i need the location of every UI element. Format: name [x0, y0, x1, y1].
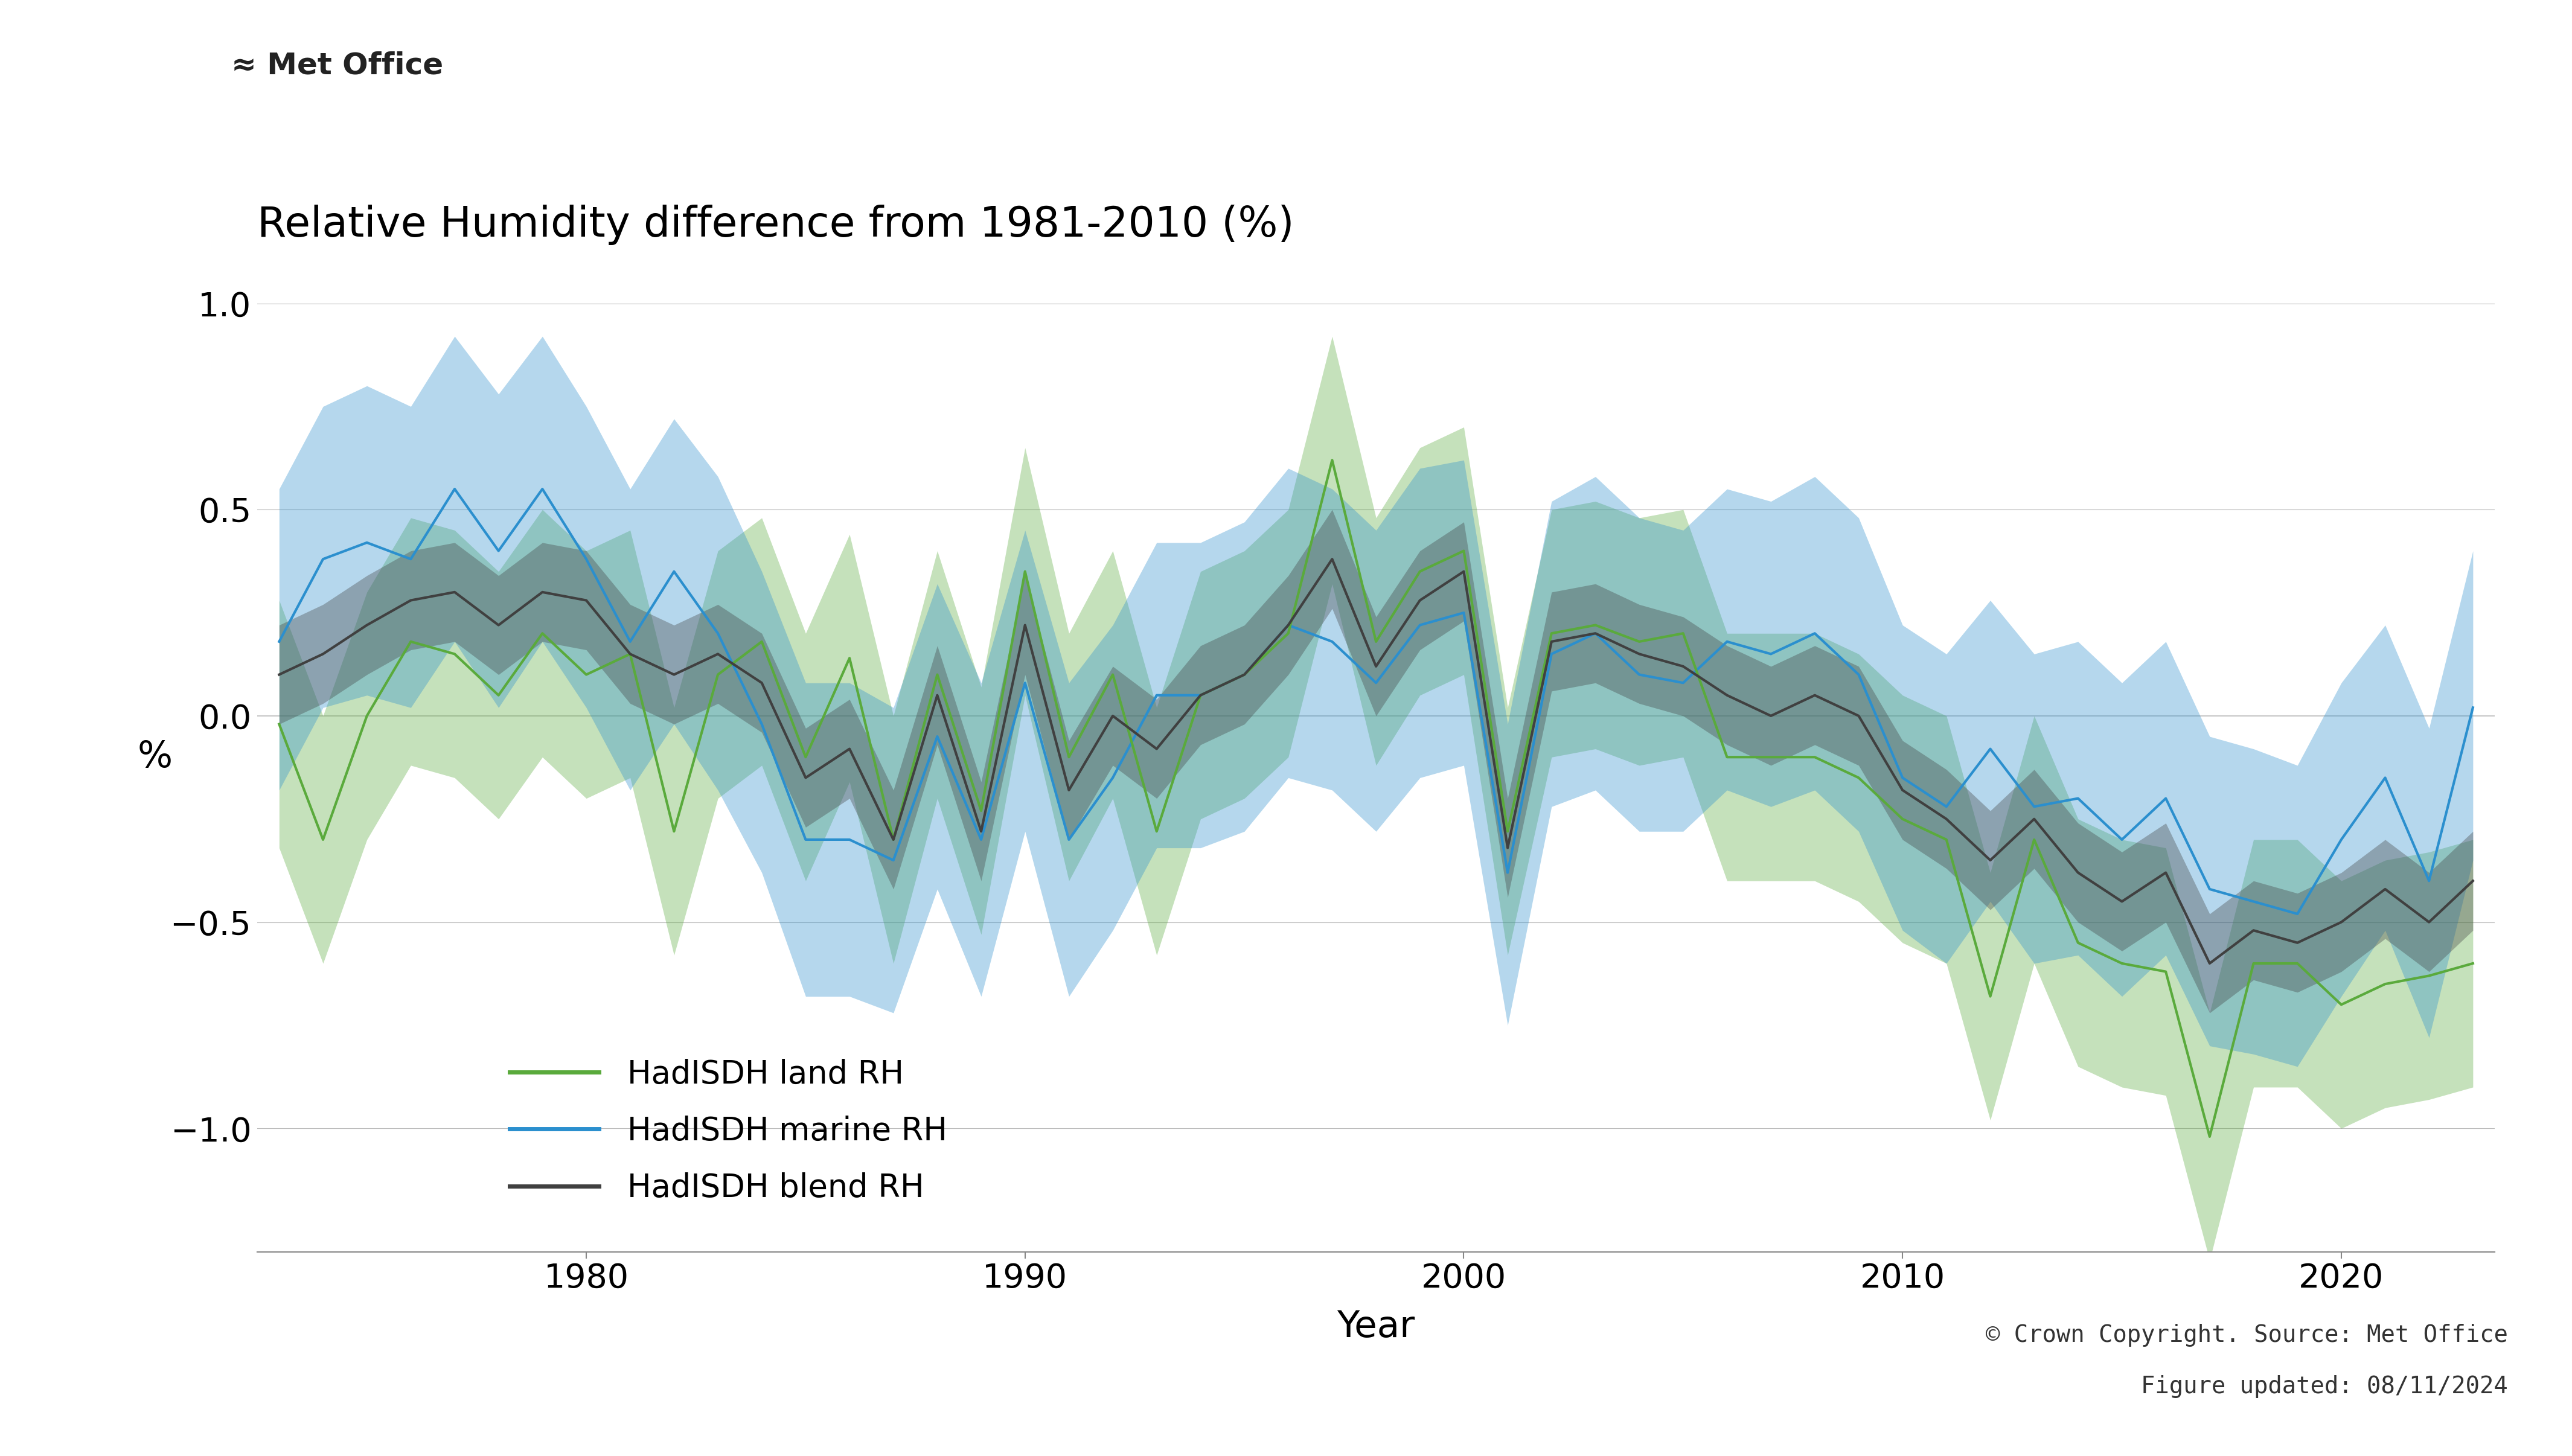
Text: Relative Humidity difference from 1981-2010 (%): Relative Humidity difference from 1981-2… — [257, 205, 1294, 246]
Legend: HadISDH land RH, HadISDH marine RH, HadISDH blend RH: HadISDH land RH, HadISDH marine RH, HadI… — [496, 1045, 959, 1216]
Text: Figure updated: 08/11/2024: Figure updated: 08/11/2024 — [2140, 1374, 2508, 1398]
Y-axis label: %: % — [136, 740, 172, 775]
Text: © Crown Copyright. Source: Met Office: © Crown Copyright. Source: Met Office — [1986, 1324, 2508, 1347]
X-axis label: Year: Year — [1337, 1309, 1415, 1345]
Text: ≈ Met Office: ≈ Met Office — [231, 51, 442, 80]
